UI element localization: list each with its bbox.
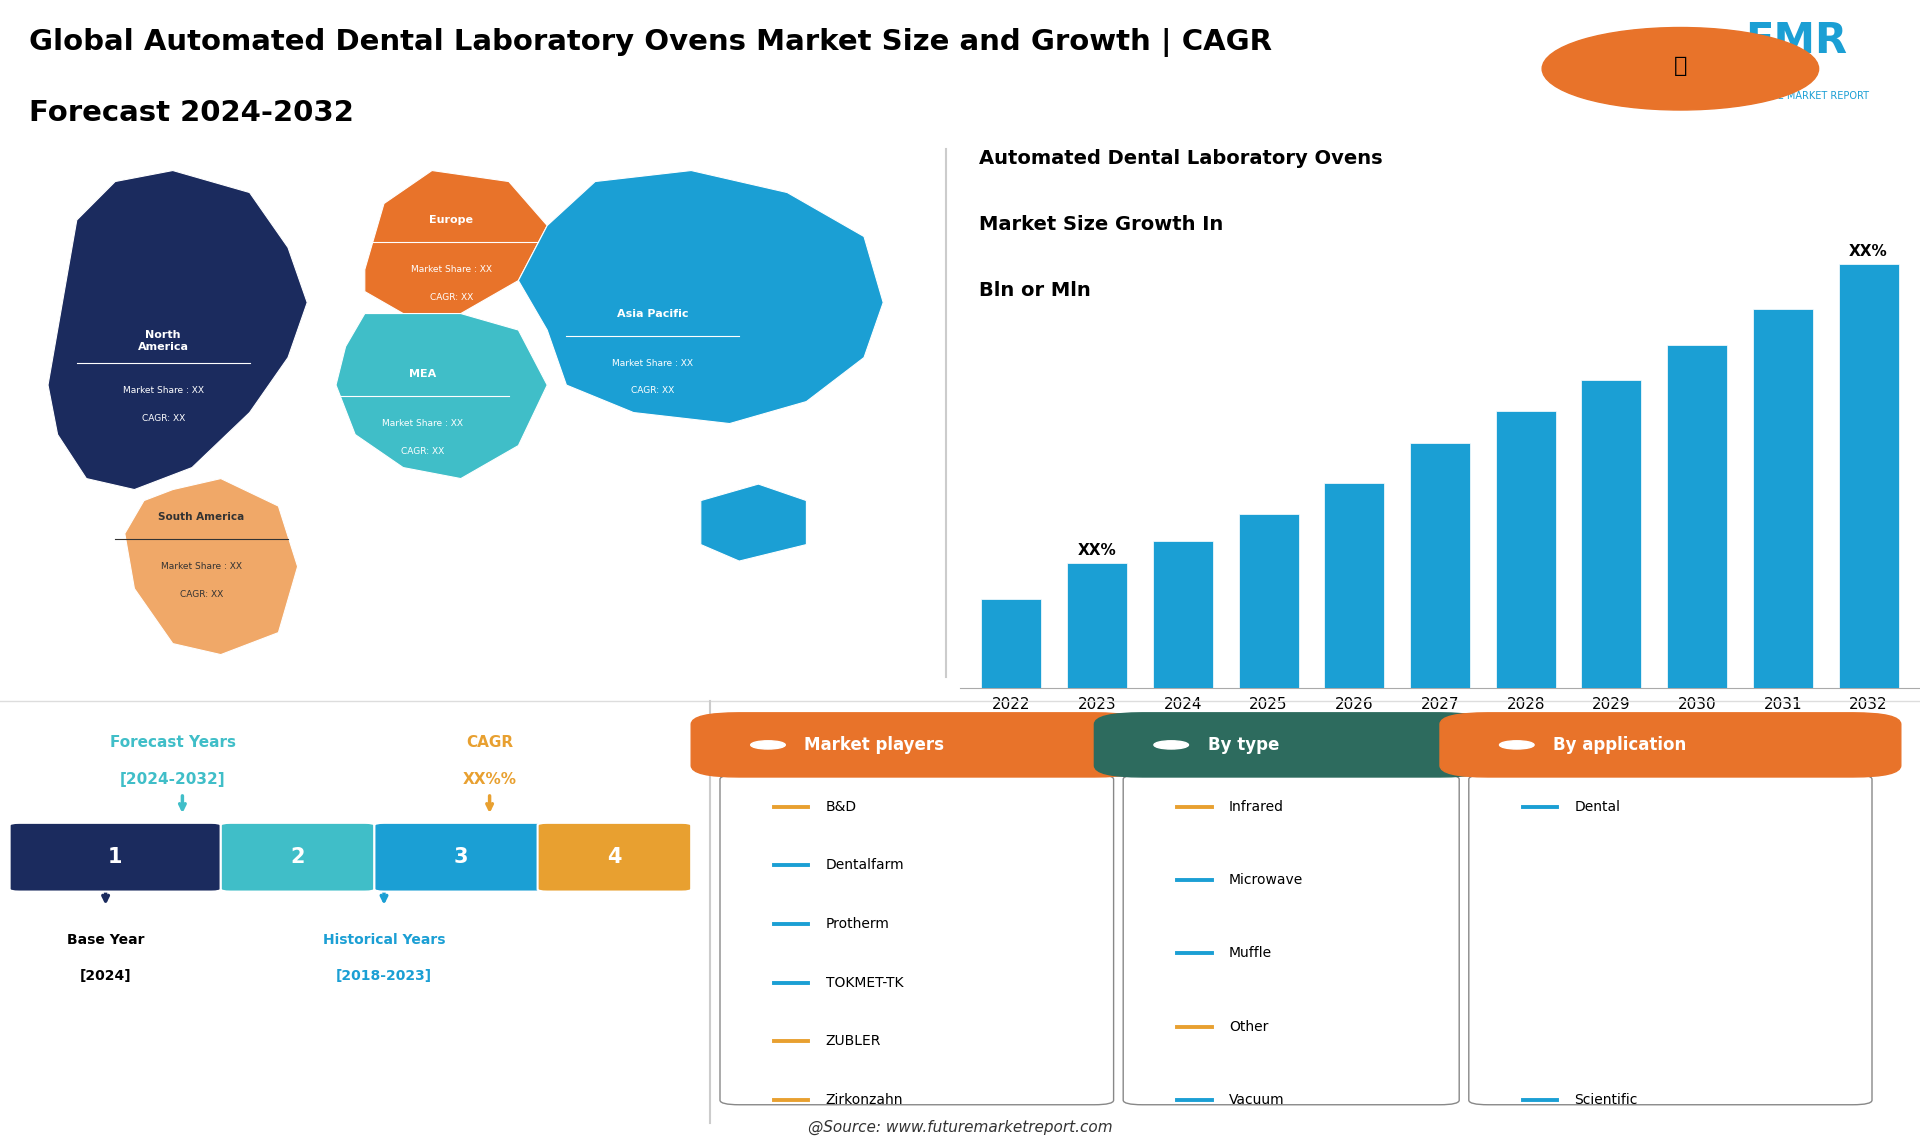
FancyBboxPatch shape xyxy=(1469,775,1872,1105)
Text: Europe: Europe xyxy=(430,215,472,225)
Bar xyxy=(1667,345,1728,688)
Text: FMR: FMR xyxy=(1745,21,1847,62)
Text: 3: 3 xyxy=(453,847,468,868)
Polygon shape xyxy=(48,171,307,489)
Polygon shape xyxy=(701,484,806,562)
Text: North
America: North America xyxy=(138,330,188,352)
Text: Global Automated Dental Laboratory Ovens Market Size and Growth | CAGR: Global Automated Dental Laboratory Ovens… xyxy=(29,28,1273,56)
Text: Asia Pacific: Asia Pacific xyxy=(616,308,689,319)
Text: B&D: B&D xyxy=(826,800,856,814)
Text: Market Share : XX: Market Share : XX xyxy=(161,562,242,571)
Text: Vacuum: Vacuum xyxy=(1229,1093,1284,1107)
Text: Forecast 2024-2032: Forecast 2024-2032 xyxy=(29,99,353,127)
Text: FUTURE MARKET REPORT: FUTURE MARKET REPORT xyxy=(1745,92,1868,101)
Text: CAGR: CAGR xyxy=(467,735,513,751)
Text: Muffle: Muffle xyxy=(1229,947,1271,960)
Text: CAGR: XX: CAGR: XX xyxy=(430,292,472,301)
Text: TOKMET-TK: TOKMET-TK xyxy=(826,975,902,990)
Text: [2024]: [2024] xyxy=(81,970,131,983)
Text: By application: By application xyxy=(1553,736,1686,754)
Text: XX%%: XX%% xyxy=(463,771,516,787)
Text: Market Share : XX: Market Share : XX xyxy=(411,265,492,274)
Text: ZUBLER: ZUBLER xyxy=(826,1035,881,1049)
Polygon shape xyxy=(125,479,298,654)
Text: XX%: XX% xyxy=(1849,244,1887,259)
Circle shape xyxy=(1542,28,1818,110)
Text: 🔭: 🔭 xyxy=(1674,56,1688,76)
Bar xyxy=(1238,513,1298,688)
FancyBboxPatch shape xyxy=(1094,713,1488,777)
Text: South America: South America xyxy=(159,512,244,523)
Bar xyxy=(1753,309,1812,688)
Circle shape xyxy=(1500,740,1534,749)
Text: Base Year: Base Year xyxy=(67,933,144,947)
FancyBboxPatch shape xyxy=(10,823,221,892)
Text: Historical Years: Historical Years xyxy=(323,933,445,947)
FancyBboxPatch shape xyxy=(221,823,374,892)
Text: CAGR: XX: CAGR: XX xyxy=(180,589,223,598)
Polygon shape xyxy=(336,314,547,479)
Circle shape xyxy=(751,740,785,749)
Bar xyxy=(1582,380,1642,688)
Bar xyxy=(1152,541,1213,688)
Text: Market players: Market players xyxy=(804,736,945,754)
Text: XX%: XX% xyxy=(1077,542,1117,558)
Text: [2018-2023]: [2018-2023] xyxy=(336,970,432,983)
Bar xyxy=(1839,265,1899,688)
Text: Dentalfarm: Dentalfarm xyxy=(826,858,904,872)
Text: MEA: MEA xyxy=(409,369,436,379)
Text: 1: 1 xyxy=(108,847,123,868)
Text: Market Share : XX: Market Share : XX xyxy=(382,419,463,429)
Text: 4: 4 xyxy=(607,847,622,868)
FancyBboxPatch shape xyxy=(720,775,1114,1105)
Polygon shape xyxy=(518,171,883,424)
Text: Microwave: Microwave xyxy=(1229,873,1304,887)
Text: Infrared: Infrared xyxy=(1229,800,1284,814)
Text: Market Share : XX: Market Share : XX xyxy=(612,359,693,368)
Text: By type: By type xyxy=(1208,736,1279,754)
Text: Forecast Years: Forecast Years xyxy=(109,735,236,751)
FancyBboxPatch shape xyxy=(691,713,1142,777)
Text: Market Share : XX: Market Share : XX xyxy=(123,386,204,395)
Text: CAGR: XX: CAGR: XX xyxy=(401,447,444,456)
Text: Other: Other xyxy=(1229,1020,1269,1034)
Circle shape xyxy=(1154,740,1188,749)
Text: @Source: www.futuremarketreport.com: @Source: www.futuremarketreport.com xyxy=(808,1120,1112,1136)
Text: Bln or Mln: Bln or Mln xyxy=(979,281,1091,299)
Text: Dental: Dental xyxy=(1574,800,1620,814)
Bar xyxy=(1496,411,1555,688)
FancyBboxPatch shape xyxy=(538,823,691,892)
FancyBboxPatch shape xyxy=(1123,775,1459,1105)
Text: Automated Dental Laboratory Ovens: Automated Dental Laboratory Ovens xyxy=(979,149,1382,167)
Bar xyxy=(1409,442,1471,688)
Text: Zirkonzahn: Zirkonzahn xyxy=(826,1093,902,1107)
Text: Scientific: Scientific xyxy=(1574,1093,1638,1107)
Polygon shape xyxy=(365,171,547,314)
Text: Protherm: Protherm xyxy=(826,917,889,932)
Text: Market Size Growth In: Market Size Growth In xyxy=(979,214,1223,234)
FancyBboxPatch shape xyxy=(374,823,547,892)
Text: CAGR: XX: CAGR: XX xyxy=(632,386,674,395)
Text: 2: 2 xyxy=(290,847,305,868)
Text: CAGR: XX: CAGR: XX xyxy=(142,414,184,423)
Bar xyxy=(1068,563,1127,688)
Bar xyxy=(981,598,1041,688)
FancyBboxPatch shape xyxy=(1440,713,1901,777)
Bar xyxy=(1325,482,1384,688)
Text: [2024-2032]: [2024-2032] xyxy=(119,771,227,787)
